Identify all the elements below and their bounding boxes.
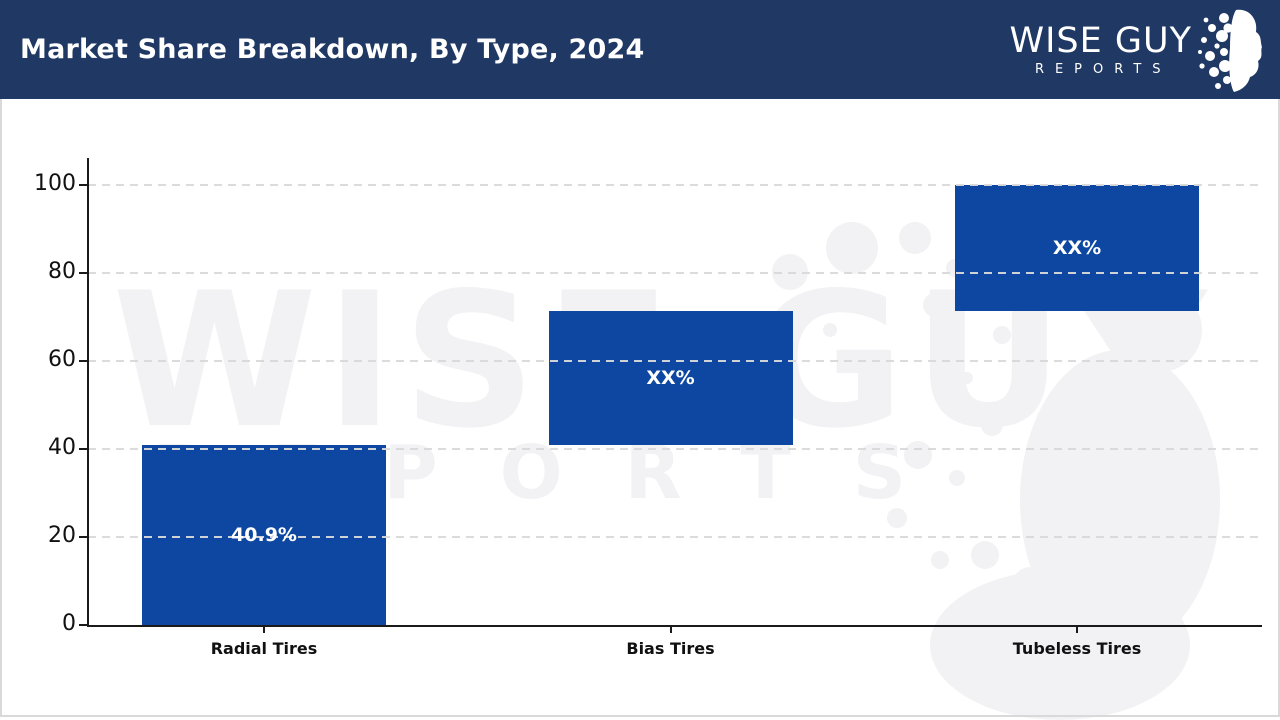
y-tick-label-0: 0 bbox=[62, 611, 76, 636]
gridline-60 bbox=[88, 360, 1262, 362]
y-tick-0 bbox=[79, 624, 88, 626]
bar-value-label: XX% bbox=[646, 366, 695, 389]
gridline-40 bbox=[88, 448, 1262, 450]
dotted-head-profile-icon bbox=[1198, 9, 1262, 92]
x-category-label: Bias Tires bbox=[626, 639, 715, 658]
y-tick-20 bbox=[79, 536, 88, 538]
y-axis-line bbox=[87, 158, 89, 627]
x-category-label: Tubeless Tires bbox=[1012, 639, 1142, 658]
y-tick-label-80: 80 bbox=[48, 259, 76, 284]
y-tick-100 bbox=[79, 184, 88, 186]
gridline-80 bbox=[88, 272, 1262, 274]
bar-tubeless-tires bbox=[955, 185, 1199, 311]
header-bar: Market Share Breakdown, By Type, 2024 WI… bbox=[0, 0, 1280, 99]
y-tick-60 bbox=[79, 360, 88, 362]
y-tick-label-40: 40 bbox=[48, 435, 76, 460]
y-tick-80 bbox=[79, 272, 88, 274]
y-tick-40 bbox=[79, 448, 88, 450]
y-tick-label-20: 20 bbox=[48, 523, 76, 548]
gridline-100 bbox=[88, 184, 1262, 186]
wise-guy-reports-logo: WISE GUY REPORTS bbox=[1009, 8, 1280, 92]
y-tick-label-60: 60 bbox=[48, 347, 76, 372]
logo-text: WISE GUY REPORTS bbox=[1009, 20, 1192, 77]
bar-radial-tires bbox=[142, 445, 386, 625]
bar-value-label: 40.9% bbox=[231, 524, 297, 547]
chart-area: 0 20 40 60 80 100 40.9% Radial Tires XX% Bias Tir… bbox=[0, 99, 1280, 720]
logo-subtext: REPORTS bbox=[1034, 61, 1172, 77]
bar-bias-tires bbox=[548, 310, 793, 446]
chart-title: Market Share Breakdown, By Type, 2024 bbox=[20, 34, 645, 65]
x-tick-0 bbox=[263, 625, 265, 633]
logo-wordmark: WISE GUY bbox=[1009, 20, 1192, 61]
x-category-label: Radial Tires bbox=[210, 639, 318, 658]
bar-value-label: XX% bbox=[1052, 236, 1102, 259]
y-tick-label-100: 100 bbox=[34, 171, 76, 196]
x-tick-1 bbox=[669, 625, 672, 633]
gridline-20 bbox=[88, 536, 1262, 538]
x-tick-2 bbox=[1076, 625, 1078, 633]
x-axis-line bbox=[87, 625, 1262, 627]
